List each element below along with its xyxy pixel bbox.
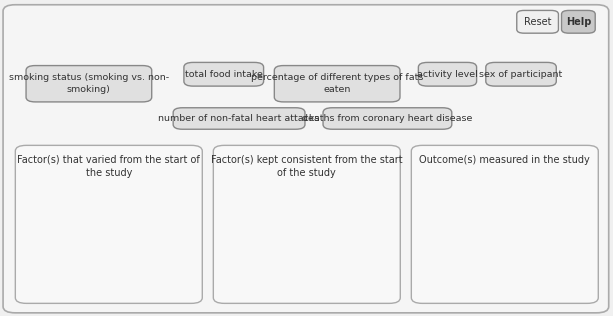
- FancyBboxPatch shape: [184, 63, 264, 86]
- Text: Outcome(s) measured in the study: Outcome(s) measured in the study: [419, 155, 590, 165]
- FancyBboxPatch shape: [173, 108, 305, 129]
- FancyBboxPatch shape: [562, 10, 595, 33]
- FancyBboxPatch shape: [15, 145, 202, 303]
- Text: Factor(s) kept consistent from the start
of the study: Factor(s) kept consistent from the start…: [211, 155, 403, 178]
- Text: total food intake: total food intake: [185, 70, 263, 79]
- Text: percentage of different types of fats
eaten: percentage of different types of fats ea…: [251, 73, 424, 94]
- FancyBboxPatch shape: [275, 66, 400, 102]
- FancyBboxPatch shape: [3, 5, 609, 313]
- Text: deaths from coronary heart disease: deaths from coronary heart disease: [302, 114, 473, 123]
- Text: Help: Help: [566, 17, 591, 27]
- Text: sex of participant: sex of participant: [479, 70, 563, 79]
- Text: Factor(s) that varied from the start of
the study: Factor(s) that varied from the start of …: [17, 155, 200, 178]
- FancyBboxPatch shape: [486, 63, 557, 86]
- Text: activity level: activity level: [417, 70, 478, 79]
- FancyBboxPatch shape: [26, 66, 152, 102]
- FancyBboxPatch shape: [323, 108, 452, 129]
- FancyBboxPatch shape: [418, 63, 477, 86]
- FancyBboxPatch shape: [213, 145, 400, 303]
- Text: Reset: Reset: [524, 17, 551, 27]
- FancyBboxPatch shape: [411, 145, 598, 303]
- FancyBboxPatch shape: [517, 10, 558, 33]
- Text: smoking status (smoking vs. non-
smoking): smoking status (smoking vs. non- smoking…: [9, 73, 169, 94]
- Text: number of non-fatal heart attacks: number of non-fatal heart attacks: [158, 114, 320, 123]
